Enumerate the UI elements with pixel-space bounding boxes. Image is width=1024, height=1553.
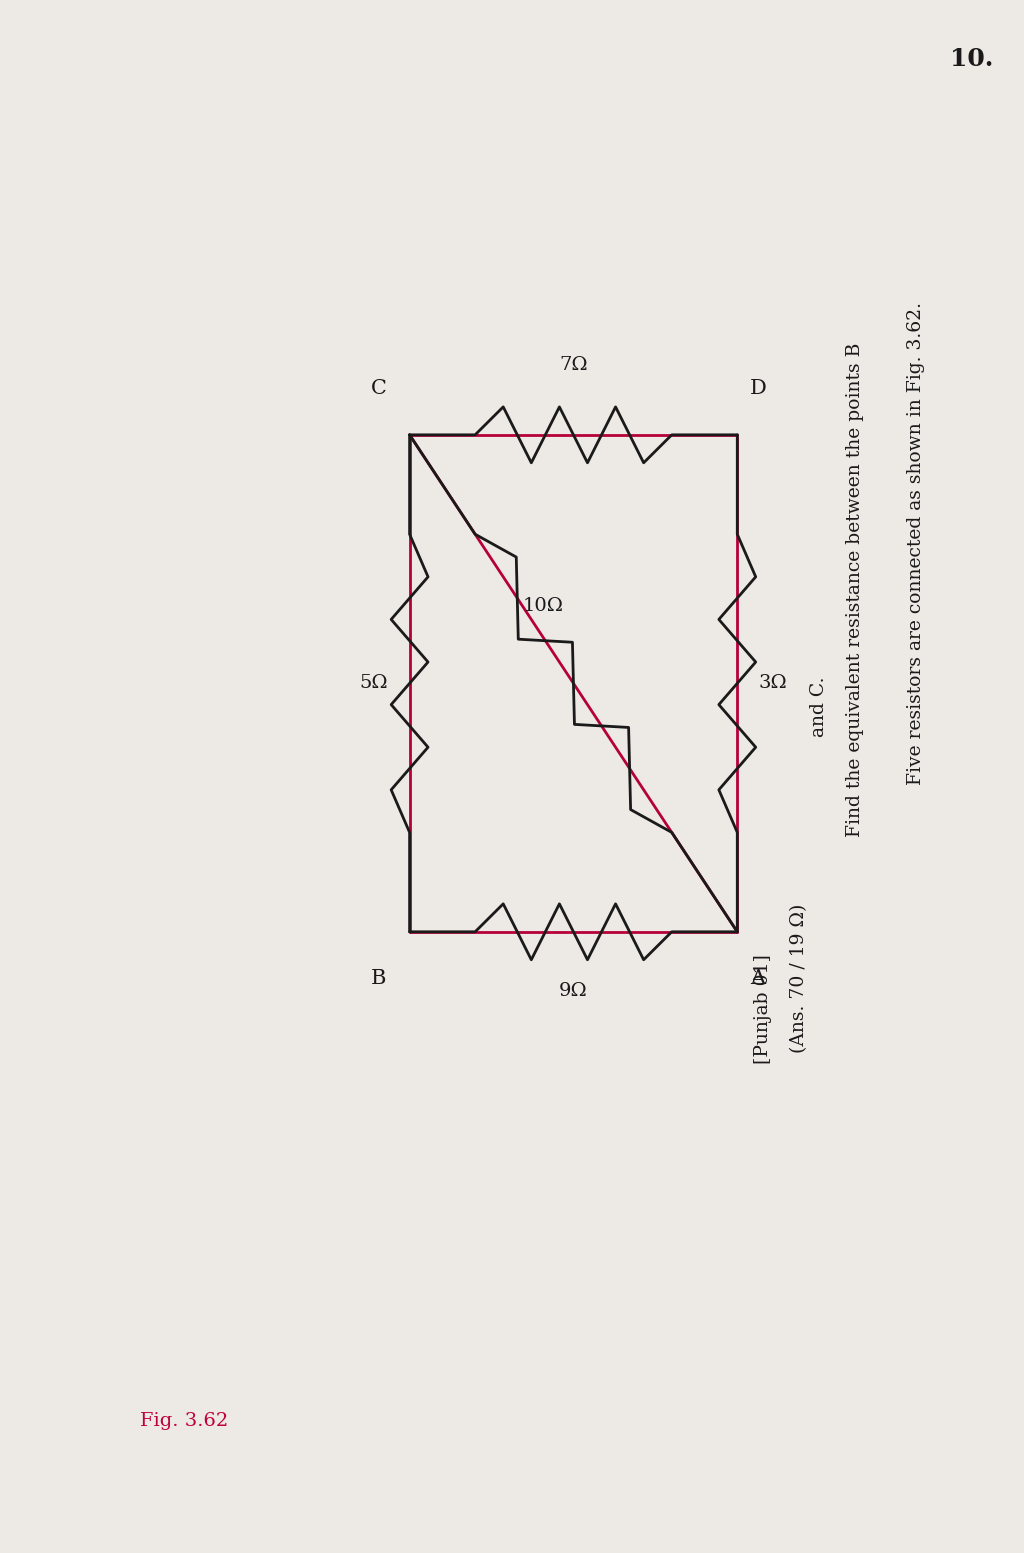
Text: 3Ω: 3Ω — [759, 674, 787, 693]
Text: D: D — [750, 379, 766, 398]
Text: [Punjab 01]: [Punjab 01] — [754, 955, 772, 1064]
Text: 9Ω: 9Ω — [559, 981, 588, 1000]
Text: and C.: and C. — [810, 677, 828, 736]
Text: 7Ω: 7Ω — [559, 356, 588, 374]
Text: 10Ω: 10Ω — [522, 596, 563, 615]
Text: C: C — [371, 379, 387, 398]
Text: 10.: 10. — [950, 47, 993, 70]
Text: Five resistors are connected as shown in Fig. 3.62.: Five resistors are connected as shown in… — [907, 301, 926, 786]
Text: A: A — [751, 969, 765, 988]
Text: Find the equivalent resistance between the points B: Find the equivalent resistance between t… — [846, 343, 864, 837]
Text: B: B — [371, 969, 387, 988]
Text: Fig. 3.62: Fig. 3.62 — [140, 1412, 228, 1430]
Text: 5Ω: 5Ω — [359, 674, 388, 693]
Text: (Ans. 70 / 19 Ω): (Ans. 70 / 19 Ω) — [790, 904, 808, 1053]
